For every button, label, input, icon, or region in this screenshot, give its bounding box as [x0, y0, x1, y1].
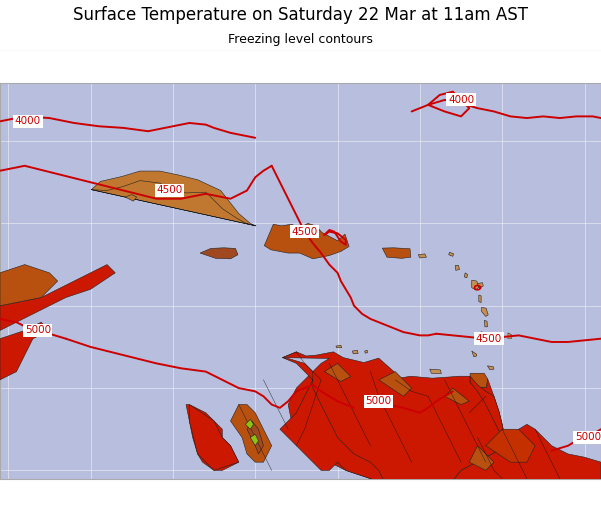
Text: 4500: 4500 — [476, 334, 502, 344]
Polygon shape — [336, 345, 341, 348]
Polygon shape — [449, 252, 454, 257]
Polygon shape — [486, 429, 535, 462]
Polygon shape — [280, 358, 387, 487]
Polygon shape — [448, 376, 601, 487]
Polygon shape — [247, 421, 263, 454]
Circle shape — [508, 335, 510, 336]
Text: 5000: 5000 — [25, 326, 51, 335]
Text: 5000: 5000 — [365, 396, 392, 406]
Polygon shape — [508, 333, 511, 339]
Polygon shape — [200, 248, 238, 259]
Polygon shape — [325, 363, 351, 382]
Polygon shape — [481, 308, 488, 316]
Text: 4500: 4500 — [156, 185, 183, 196]
Polygon shape — [456, 265, 459, 270]
Polygon shape — [418, 254, 427, 258]
Polygon shape — [352, 350, 358, 354]
Text: 4500: 4500 — [291, 227, 318, 237]
Polygon shape — [382, 248, 411, 259]
Polygon shape — [250, 434, 258, 446]
Circle shape — [508, 336, 511, 338]
Text: 4000: 4000 — [448, 95, 474, 105]
Polygon shape — [430, 369, 441, 374]
Polygon shape — [469, 446, 494, 471]
Polygon shape — [245, 420, 254, 429]
Polygon shape — [484, 320, 487, 327]
Polygon shape — [481, 332, 484, 338]
Polygon shape — [282, 352, 505, 487]
Polygon shape — [0, 265, 115, 331]
Polygon shape — [379, 371, 412, 397]
Text: 5000: 5000 — [575, 432, 601, 443]
Polygon shape — [472, 280, 479, 290]
Polygon shape — [472, 351, 477, 357]
Polygon shape — [189, 405, 239, 471]
Polygon shape — [479, 295, 481, 303]
Text: Freezing level contours: Freezing level contours — [228, 33, 373, 47]
Polygon shape — [186, 405, 239, 471]
Polygon shape — [445, 388, 469, 405]
Polygon shape — [0, 322, 49, 380]
Text: Surface Temperature on Saturday 22 Mar at 11am AST: Surface Temperature on Saturday 22 Mar a… — [73, 6, 528, 25]
Polygon shape — [465, 273, 468, 278]
Polygon shape — [478, 283, 483, 288]
Text: 4000: 4000 — [15, 117, 41, 126]
Polygon shape — [487, 366, 494, 369]
Polygon shape — [91, 171, 256, 226]
Polygon shape — [264, 223, 349, 259]
Polygon shape — [365, 350, 368, 353]
Polygon shape — [0, 265, 58, 306]
Polygon shape — [470, 373, 488, 388]
Polygon shape — [231, 405, 272, 462]
Polygon shape — [125, 195, 136, 201]
